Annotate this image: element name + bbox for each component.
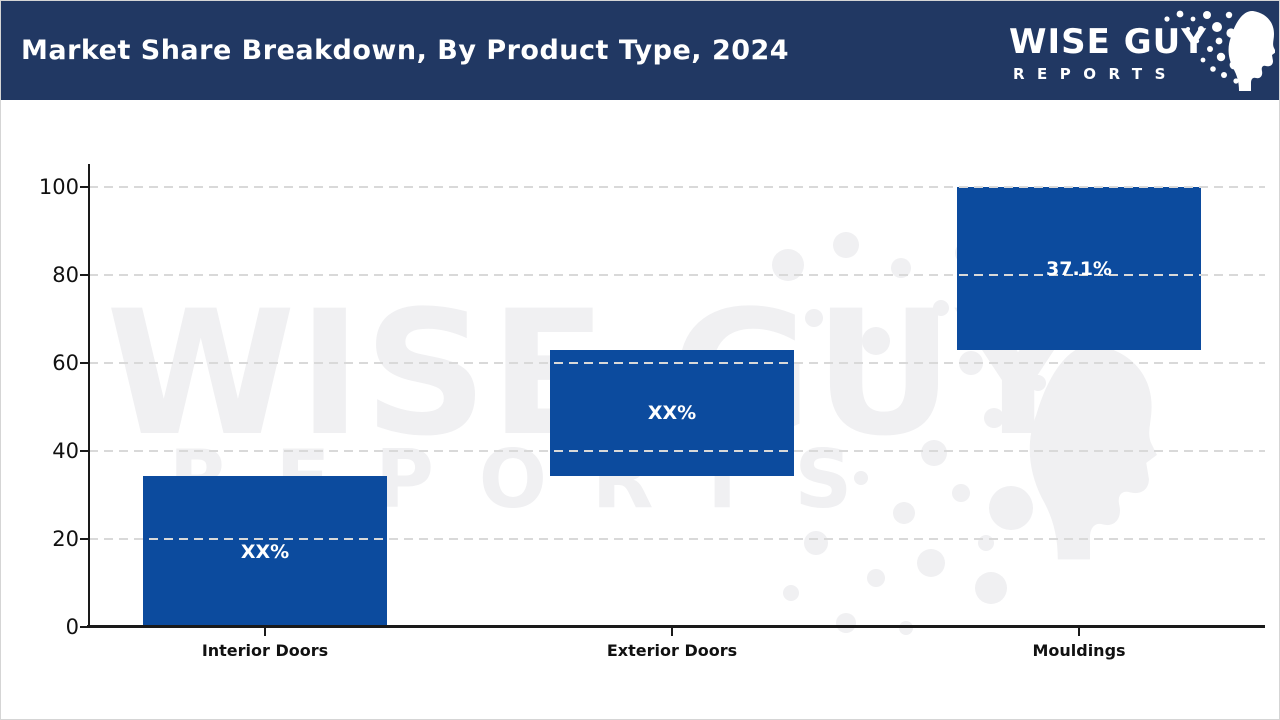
bar-segment — [143, 476, 387, 627]
wise-guy-reports-logo: WISE GUY REPORTS — [1009, 10, 1275, 91]
y-axis-tick — [80, 274, 89, 276]
bar-value-label: 37.1% — [1046, 257, 1112, 280]
y-axis-tick — [80, 362, 89, 364]
bar-segment — [550, 350, 794, 477]
gridline — [89, 186, 1265, 188]
x-axis-line — [87, 625, 1265, 628]
x-axis-category-label: Interior Doors — [201, 641, 329, 660]
y-axis-tick — [80, 538, 89, 540]
y-axis-tick-label: 100 — [38, 175, 79, 199]
gridline — [89, 450, 1265, 452]
y-axis-tick-label: 80 — [52, 263, 79, 287]
logo-text-line1: WISE GUY — [1009, 22, 1207, 62]
gridline — [89, 274, 1265, 276]
gridline — [89, 538, 1265, 540]
x-axis-tick — [1078, 628, 1080, 636]
y-axis-tick-label: 0 — [65, 615, 79, 639]
page-title: Market Share Breakdown, By Product Type,… — [21, 35, 790, 66]
gridline — [89, 362, 1265, 364]
x-axis-category-label: Exterior Doors — [606, 641, 738, 660]
y-axis-tick-label: 40 — [52, 439, 79, 463]
y-axis-tick — [80, 626, 89, 628]
logo-text-line2: REPORTS — [1013, 65, 1178, 83]
y-axis-tick-label: 20 — [52, 527, 79, 551]
bar-value-label: XX% — [240, 540, 290, 563]
y-axis-tick — [80, 450, 89, 452]
bar-segment — [957, 187, 1201, 351]
x-axis-tick — [671, 628, 673, 636]
header-bar: Market Share Breakdown, By Product Type,… — [1, 1, 1279, 100]
logo-head-icon — [1228, 10, 1275, 91]
y-axis-tick — [80, 186, 89, 188]
x-axis-tick — [264, 628, 266, 636]
y-axis-line — [88, 164, 90, 628]
bar-value-label: XX% — [647, 402, 697, 425]
x-axis-category-label: Mouldings — [1032, 641, 1126, 660]
y-axis-tick-label: 60 — [52, 351, 79, 375]
